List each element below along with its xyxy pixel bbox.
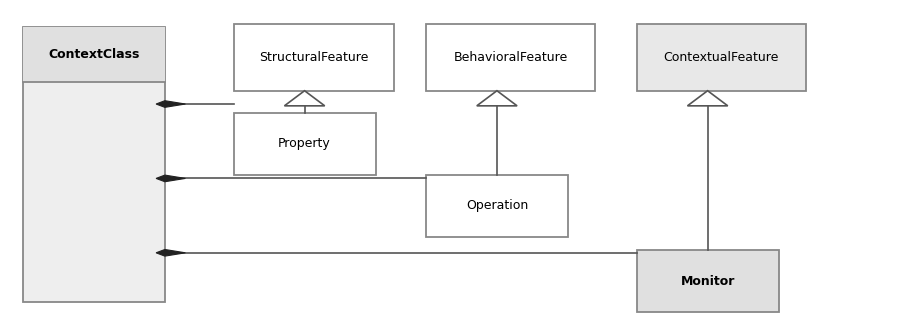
Bar xyxy=(637,24,806,91)
Polygon shape xyxy=(284,91,325,106)
Text: Monitor: Monitor xyxy=(681,275,735,288)
Polygon shape xyxy=(476,91,517,106)
Text: Operation: Operation xyxy=(466,199,528,212)
Polygon shape xyxy=(156,249,185,256)
Bar xyxy=(426,24,595,91)
Polygon shape xyxy=(687,91,727,106)
Bar xyxy=(637,250,779,312)
Bar xyxy=(23,27,165,82)
Text: ContextClass: ContextClass xyxy=(49,48,139,61)
Bar xyxy=(234,24,394,91)
Text: Property: Property xyxy=(278,137,331,150)
Polygon shape xyxy=(156,175,185,182)
Bar xyxy=(234,113,376,175)
Text: ContextualFeature: ContextualFeature xyxy=(664,51,779,64)
Bar xyxy=(426,175,568,237)
Text: BehavioralFeature: BehavioralFeature xyxy=(453,51,568,64)
Polygon shape xyxy=(156,101,185,108)
Text: StructuralFeature: StructuralFeature xyxy=(259,51,368,64)
Bar xyxy=(23,27,165,302)
